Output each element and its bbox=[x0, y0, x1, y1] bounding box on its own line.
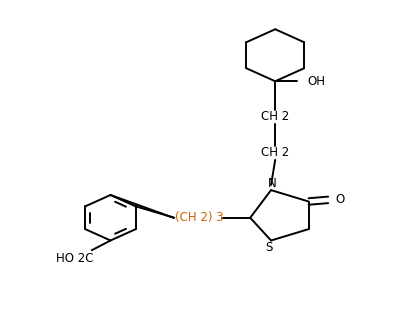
Text: OH: OH bbox=[308, 75, 326, 88]
Text: (CH 2) 3: (CH 2) 3 bbox=[175, 211, 224, 224]
Text: N: N bbox=[269, 177, 277, 190]
Text: HO 2C: HO 2C bbox=[56, 252, 94, 265]
Text: S: S bbox=[265, 241, 273, 254]
Text: O: O bbox=[335, 193, 344, 206]
Text: CH 2: CH 2 bbox=[261, 146, 289, 159]
Text: CH 2: CH 2 bbox=[261, 111, 289, 124]
